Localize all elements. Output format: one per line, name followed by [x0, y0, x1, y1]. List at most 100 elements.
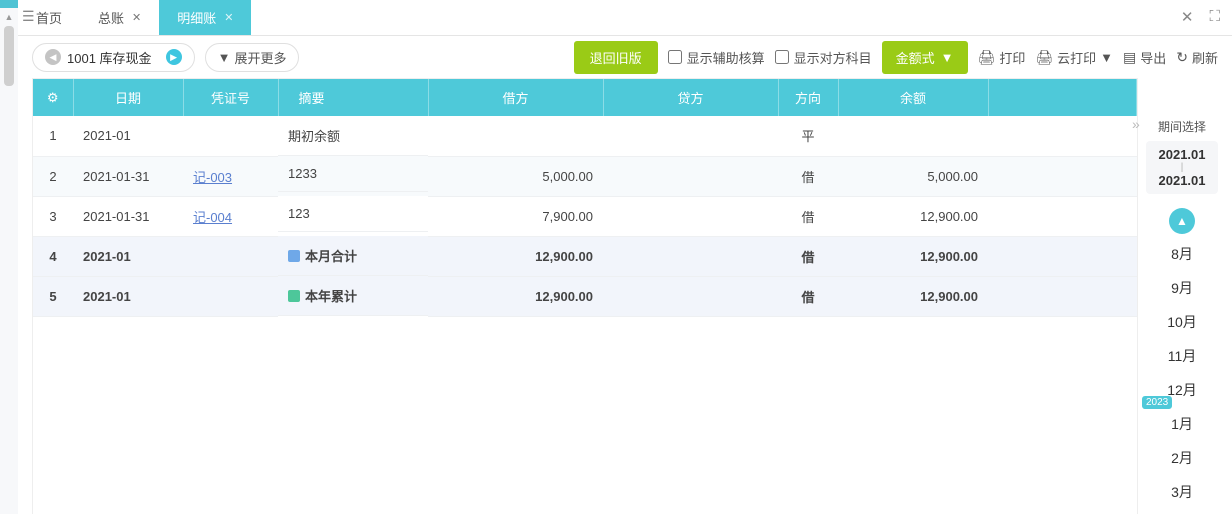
chevron-down-icon: ▼ — [1100, 50, 1113, 65]
month-list-item[interactable]: 3月 — [1146, 482, 1218, 502]
cell-summary: 期初余额 — [278, 116, 428, 156]
cell-date: 2021-01 — [73, 116, 183, 156]
cell-index: 3 — [33, 196, 73, 236]
fullscreen-icon[interactable]: ⛶ — [1209, 8, 1220, 26]
expand-more-button[interactable]: ▼ 展开更多 — [205, 43, 300, 72]
period-range-end: 2021.01 — [1150, 173, 1214, 188]
table-row[interactable]: 4 2021-01 本月合计 12,900.00 借 12,900.00 — [33, 236, 1137, 276]
ledger-table: ⚙ 日期 凭证号 摘要 借方 贷方 方向 余额 1 2021-01 期初余额 — [33, 79, 1137, 317]
revert-old-version-button[interactable]: 退回旧版 — [574, 41, 658, 74]
column-header-date: 日期 — [73, 79, 183, 116]
month-list-item[interactable]: 10月 — [1146, 312, 1218, 332]
print-button[interactable]: 🖨 打印 — [978, 48, 1026, 67]
column-header-balance: 余额 — [838, 79, 988, 116]
cell-voucher — [183, 116, 278, 156]
checkbox-show-counterparty[interactable]: 显示对方科目 — [775, 48, 872, 67]
ledger-table-body: 1 2021-01 期初余额 平 2 2021-01-31 记-003 1233… — [33, 116, 1137, 316]
toolbar-row: ◀ 1001 库存现金 ▶ ▼ 展开更多 退回旧版 显示辅助核算 显示对方科目 … — [18, 36, 1232, 78]
column-header-direction: 方向 — [778, 79, 838, 116]
month-list-item[interactable]: 11月 — [1146, 346, 1218, 366]
account-prev-icon[interactable]: ◀ — [45, 49, 61, 65]
expand-more-label: 展开更多 — [234, 48, 286, 67]
month-list: 8月9月10月11月12月20231月2月3月4月5月6月7月 — [1146, 244, 1218, 514]
cell-debit — [428, 116, 603, 156]
cell-extra — [988, 116, 1137, 156]
cell-summary: 123 — [278, 196, 428, 232]
voucher-link[interactable]: 记-003 — [193, 170, 232, 185]
left-scrollbar[interactable]: ▲ — [0, 0, 18, 514]
cell-debit: 7,900.00 — [428, 196, 603, 236]
column-header-debit: 借方 — [428, 79, 603, 116]
cell-balance: 12,900.00 — [838, 276, 988, 316]
checkbox-show-aux-accounting[interactable]: 显示辅助核算 — [668, 48, 765, 67]
cell-summary-text: 本年累计 — [305, 286, 357, 305]
table-header-row: ⚙ 日期 凭证号 摘要 借方 贷方 方向 余额 — [33, 79, 1137, 116]
amount-style-dropdown[interactable]: 金额式 ▼ — [882, 41, 968, 74]
column-header-extra — [988, 79, 1137, 116]
cell-summary-text: 本月合计 — [305, 246, 357, 265]
period-range-selector[interactable]: 2021.01 | 2021.01 — [1146, 141, 1218, 194]
month-list-item[interactable]: 8月 — [1146, 244, 1218, 264]
period-selection-title: 期间选择 — [1146, 118, 1218, 135]
table-row[interactable]: 1 2021-01 期初余额 平 — [33, 116, 1137, 156]
ledger-table-panel: ⚙ 日期 凭证号 摘要 借方 贷方 方向 余额 1 2021-01 期初余额 — [32, 78, 1138, 514]
table-row[interactable]: 2 2021-01-31 记-003 1233 5,000.00 借 5,000… — [33, 156, 1137, 196]
scrollbar-thumb[interactable] — [4, 26, 14, 86]
table-row[interactable]: 3 2021-01-31 记-004 123 7,900.00 借 12,900… — [33, 196, 1137, 236]
year-total-icon — [288, 290, 300, 302]
month-list-item[interactable]: 2023 1月 — [1146, 414, 1218, 434]
column-header-summary: 摘要 — [278, 79, 428, 116]
refresh-button[interactable]: ↻ 刷新 — [1176, 48, 1218, 67]
account-next-icon[interactable]: ▶ — [166, 49, 182, 65]
month-list-item[interactable]: 2月 — [1146, 448, 1218, 468]
cell-date: 2021-01-31 — [73, 196, 183, 236]
column-header-settings-icon[interactable]: ⚙ — [33, 79, 73, 116]
cell-credit — [603, 116, 778, 156]
settings-gear-icon[interactable]: ☰ — [22, 8, 35, 25]
cloud-print-dropdown[interactable]: 🖨 云打印 ▼ — [1035, 48, 1113, 67]
cell-credit — [603, 196, 778, 236]
cell-summary-text: 123 — [288, 206, 310, 221]
cell-credit — [603, 236, 778, 276]
window-controls: ✕ ⛶ — [1181, 8, 1220, 26]
cell-debit: 5,000.00 — [428, 156, 603, 196]
cell-balance: 12,900.00 — [838, 236, 988, 276]
month-list-item[interactable]: 9月 — [1146, 278, 1218, 298]
export-button[interactable]: ▤ 导出 — [1123, 48, 1166, 67]
main-content-area: ⚙ 日期 凭证号 摘要 借方 贷方 方向 余额 1 2021-01 期初余额 — [18, 78, 1232, 514]
cell-date: 2021-01-31 — [73, 156, 183, 196]
table-row[interactable]: 5 2021-01 本年累计 12,900.00 借 12,900.00 — [33, 276, 1137, 316]
year-badge: 2023 — [1142, 396, 1172, 409]
tab-general-ledger[interactable]: 总账 ✕ — [80, 0, 159, 35]
cell-date: 2021-01 — [73, 236, 183, 276]
close-tab-detail-ledger-icon[interactable]: ✕ — [224, 11, 233, 24]
account-label: 1001 库存现金 — [67, 48, 152, 67]
close-tab-general-ledger-icon[interactable]: ✕ — [132, 11, 141, 24]
cell-direction: 借 — [778, 276, 838, 316]
close-window-icon[interactable]: ✕ — [1181, 8, 1194, 26]
scroll-months-up-icon[interactable]: ▲ — [1169, 208, 1195, 234]
cell-direction: 借 — [778, 196, 838, 236]
cell-balance: 12,900.00 — [838, 196, 988, 236]
tab-detail-ledger[interactable]: 明细账 ✕ — [159, 0, 251, 35]
cell-voucher: 记-003 — [183, 156, 278, 196]
cell-voucher — [183, 236, 278, 276]
cell-voucher — [183, 276, 278, 316]
cell-balance — [838, 116, 988, 156]
cell-direction: 借 — [778, 236, 838, 276]
period-range-start: 2021.01 — [1150, 147, 1214, 162]
cell-extra — [988, 156, 1137, 196]
month-total-icon — [288, 250, 300, 262]
period-selection-panel: » 期间选择 2021.01 | 2021.01 ▲ 8月 9月 10月 11月 12月… — [1146, 78, 1218, 514]
cell-summary: 1233 — [278, 156, 428, 192]
scrollbar-up-arrow-icon[interactable]: ▲ — [5, 12, 14, 22]
cell-summary: 本年累计 — [278, 276, 428, 316]
cell-credit — [603, 276, 778, 316]
collapse-panel-icon[interactable]: » — [1132, 116, 1140, 132]
voucher-link[interactable]: 记-004 — [193, 210, 232, 225]
cell-summary-text: 1233 — [288, 166, 317, 181]
account-selector[interactable]: ◀ 1001 库存现金 ▶ — [32, 43, 195, 72]
cell-index: 2 — [33, 156, 73, 196]
cell-voucher: 记-004 — [183, 196, 278, 236]
cloud-printer-icon: 🖨 — [1035, 49, 1053, 66]
